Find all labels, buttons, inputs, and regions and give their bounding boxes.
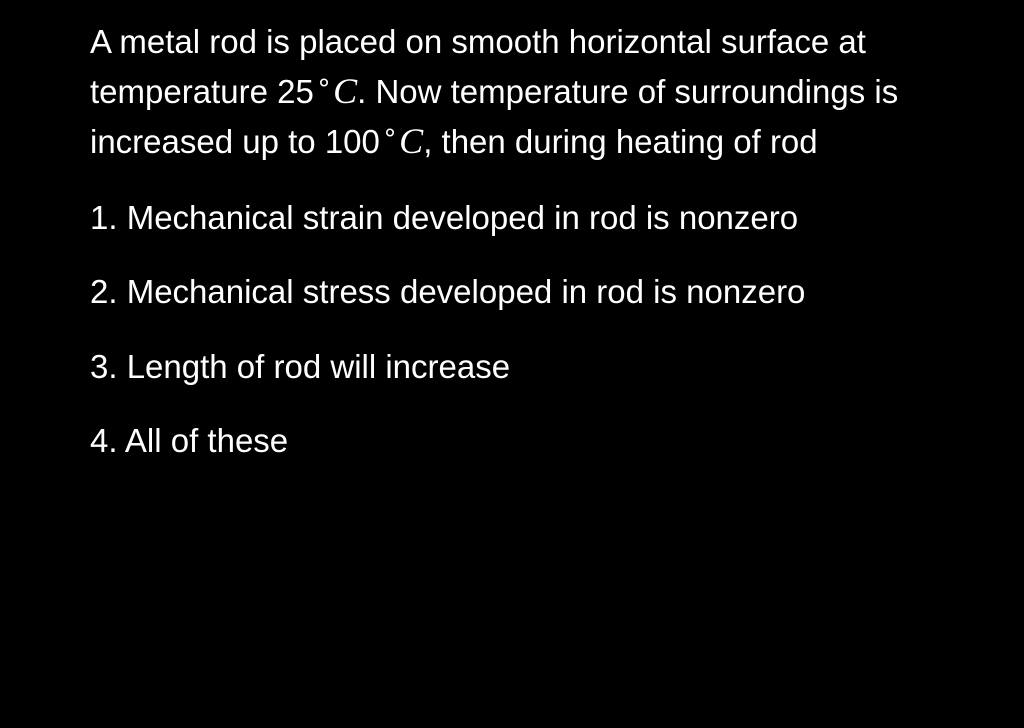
temp-unit-1: C (333, 71, 357, 111)
option-text: Mechanical strain developed in rod is no… (127, 199, 798, 236)
option-number: 1. (90, 199, 118, 236)
degree-symbol: ∘ (316, 67, 332, 97)
question-stem: A metal rod is placed on smooth horizont… (90, 20, 964, 166)
option-text: Mechanical stress developed in rod is no… (127, 273, 806, 310)
option-2: 2. Mechanical stress developed in rod is… (90, 270, 964, 315)
option-3: 3. Length of rod will increase (90, 345, 964, 390)
option-4: 4. All of these (90, 419, 964, 464)
option-number: 3. (90, 348, 118, 385)
option-1: 1. Mechanical strain developed in rod is… (90, 196, 964, 241)
temp-unit-2: C (399, 121, 423, 161)
option-number: 4. (90, 422, 118, 459)
degree-symbol: ∘ (382, 117, 398, 147)
option-number: 2. (90, 273, 118, 310)
stem-text-3: , then during heating of rod (423, 123, 817, 160)
option-text: All of these (125, 422, 288, 459)
option-text: Length of rod will increase (127, 348, 510, 385)
